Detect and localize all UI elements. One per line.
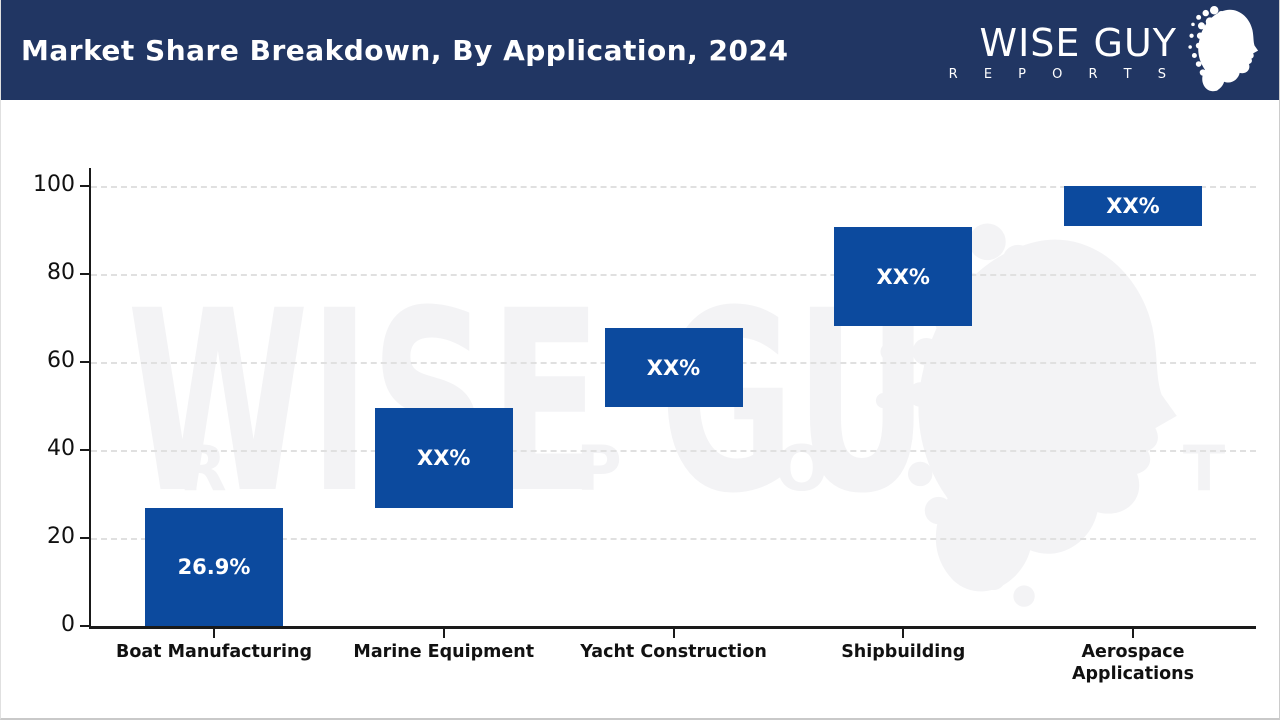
- bar-value-label: 26.9%: [177, 554, 251, 579]
- bar-value-label: XX%: [876, 264, 930, 289]
- x-tick-mark: [672, 629, 675, 638]
- x-tick-mark: [1132, 629, 1134, 638]
- gridline: [91, 538, 1256, 540]
- y-tick-label: 40: [47, 436, 75, 461]
- y-tick-label: 80: [47, 260, 75, 285]
- x-tick-mark: [213, 629, 215, 638]
- x-tick-label: Marine Equipment: [353, 642, 535, 662]
- watermark-head-icon: [875, 223, 1177, 607]
- y-tick-label: 20: [47, 524, 75, 549]
- x-tick-label: Aerospace Applications: [1071, 642, 1195, 684]
- gridline: [91, 274, 1256, 276]
- brand-logo: WISE GUY R E P O R T S: [945, 6, 1265, 98]
- x-tick-label: Boat Manufacturing: [115, 642, 312, 662]
- logo-subtitle: R E P O R T S: [948, 66, 1177, 82]
- bar-segment: XX%: [1064, 186, 1202, 227]
- bar-value-label: XX%: [646, 355, 701, 380]
- x-tick-mark: [442, 629, 445, 638]
- bar-value-label: XX%: [417, 445, 471, 470]
- bar-segment: 26.9%: [145, 507, 283, 626]
- y-tick-mark: [80, 537, 89, 539]
- y-tick-mark: [80, 449, 89, 451]
- logo-head-icon: [1188, 6, 1259, 92]
- gridline: [91, 450, 1256, 452]
- y-tick-mark: [80, 361, 89, 363]
- gridline: [91, 186, 1256, 188]
- bar-segment: XX%: [374, 408, 513, 508]
- brand-logo-text: WISE GUY R E P O R T S: [945, 24, 1177, 81]
- logo-wordmark: WISE GUY: [979, 20, 1177, 65]
- x-tick-mark: [902, 629, 905, 638]
- header-bar: Market Share Breakdown, By Application, …: [1, 0, 1279, 100]
- y-tick-label: 60: [47, 348, 75, 373]
- page-title: Market Share Breakdown, By Application, …: [21, 33, 789, 67]
- plot-area: 0 20 40 60 80 100 26.9% Boat Manufacturing XX% Ma…: [33, 168, 1256, 684]
- y-tick-label: 0: [61, 612, 75, 637]
- bar-segment: XX%: [834, 227, 973, 326]
- bar-segment: XX%: [604, 328, 743, 408]
- y-tick-mark: [80, 185, 89, 187]
- x-tick-label: Yacht Construction: [580, 642, 767, 662]
- y-tick-mark: [80, 625, 89, 627]
- y-tick-label: 100: [33, 172, 75, 197]
- y-tick-mark: [80, 273, 89, 275]
- x-tick-label: Shipbuilding: [841, 642, 966, 662]
- bar-value-label: XX%: [1106, 194, 1160, 219]
